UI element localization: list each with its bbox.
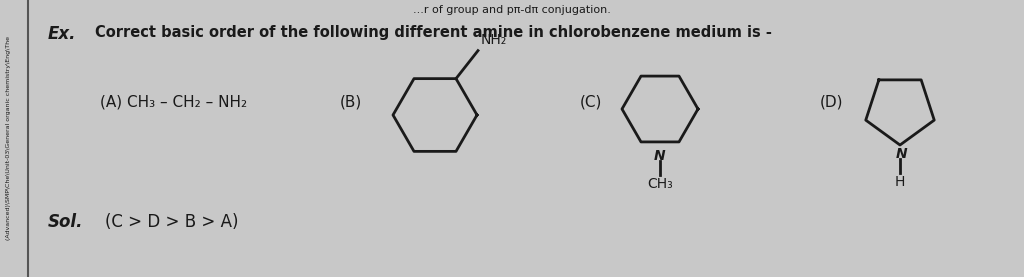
Text: (A) CH₃ – CH₂ – NH₂: (A) CH₃ – CH₂ – NH₂ <box>100 94 247 109</box>
Text: Ex.: Ex. <box>48 25 77 43</box>
Text: Correct basic order of the following different amine in chlorobenzene medium is : Correct basic order of the following dif… <box>95 25 772 40</box>
Text: (C > D > B > A): (C > D > B > A) <box>105 213 239 231</box>
Text: CH₃: CH₃ <box>647 177 673 191</box>
Text: (C): (C) <box>580 94 602 109</box>
Text: (B): (B) <box>340 94 362 109</box>
Text: H: H <box>895 175 905 189</box>
Text: (Advanced)\SMP\Che\Unit-03\General organic chemistry\Eng\The: (Advanced)\SMP\Che\Unit-03\General organ… <box>6 37 10 240</box>
Text: (D): (D) <box>820 94 844 109</box>
Text: N: N <box>896 147 908 161</box>
Text: ...r of group and pπ-dπ conjugation.: ...r of group and pπ-dπ conjugation. <box>413 5 611 15</box>
Text: N: N <box>654 149 666 163</box>
Text: NH₂: NH₂ <box>481 33 507 47</box>
Text: Sol.: Sol. <box>48 213 84 231</box>
